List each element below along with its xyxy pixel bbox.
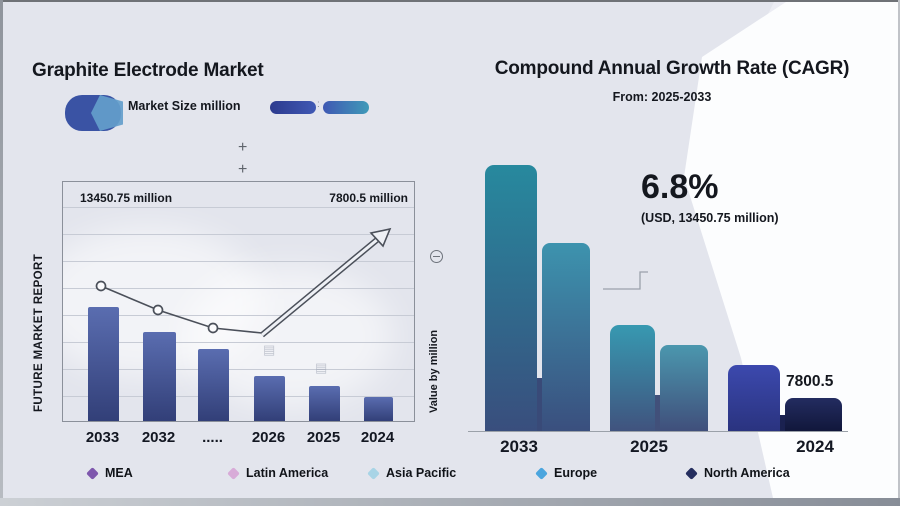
gridline xyxy=(63,315,414,316)
ratio-pill-dark xyxy=(270,101,316,114)
gridline xyxy=(63,288,414,289)
cagr-note: (USD, 13450.75 million) xyxy=(641,211,779,225)
legend-item-label: MEA xyxy=(105,466,133,480)
cagr-x-axis-label: 2025 xyxy=(630,437,668,456)
value-axis-label: Value by million xyxy=(428,329,440,413)
zoom-in-icon[interactable]: + xyxy=(238,139,248,156)
zoom-out-icon[interactable] xyxy=(430,250,443,263)
frame-left xyxy=(0,0,3,506)
x-axis-line xyxy=(468,431,848,432)
trend-line-and-arrow xyxy=(95,227,392,338)
page-title: Graphite Electrode Market xyxy=(32,60,264,81)
legend-item-label: Latin America xyxy=(246,466,329,480)
gridline xyxy=(63,369,414,370)
gridline xyxy=(63,207,414,208)
gridline xyxy=(63,234,414,235)
x-axis-label: 2033 xyxy=(85,429,120,446)
legend-diamond-icon xyxy=(685,467,698,480)
cagr-subtitle: From: 2025-2033 xyxy=(612,90,712,104)
ratio-separator: : xyxy=(317,99,320,110)
frame-top xyxy=(0,0,900,2)
legend-diamond-icon xyxy=(535,467,548,480)
legend-item-label: North America xyxy=(704,466,790,480)
x-axis-label: ..... xyxy=(202,429,223,446)
market-size-bar xyxy=(309,386,340,421)
gridline xyxy=(63,342,414,343)
x-axis-label: 2024 xyxy=(360,429,395,446)
market-size-bar xyxy=(143,332,176,421)
zoom-in-icon-2[interactable]: + xyxy=(238,161,248,178)
cagr-title: Compound Annual Growth Rate (CAGR) xyxy=(494,58,850,79)
market-size-bar xyxy=(364,397,393,421)
gridline xyxy=(63,396,414,397)
document-icon: ▤ xyxy=(263,342,276,357)
cagr-x-axis-label: 2024 xyxy=(796,437,834,456)
legend-diamond-icon xyxy=(367,467,380,480)
document-icon-2: ▤ xyxy=(315,360,328,375)
x-axis-label: 2026 xyxy=(251,429,286,446)
end-value-label: 7800.5 million xyxy=(329,191,408,205)
cagr-bar-bridge xyxy=(655,395,660,431)
cagr-value: 6.8% xyxy=(641,168,719,206)
cagr-bar-primary xyxy=(610,325,655,431)
cagr-bar-bridge xyxy=(537,378,542,431)
x-axis-label: 2025 xyxy=(306,429,341,446)
cagr-x-axis-label: 2033 xyxy=(500,437,538,456)
frame-right xyxy=(898,0,900,506)
cagr-bar-secondary xyxy=(542,243,590,431)
cagr-bar-secondary xyxy=(660,345,708,431)
market-size-bar xyxy=(254,376,285,421)
market-size-bar xyxy=(88,307,119,421)
max-value-label: 13450.75 million xyxy=(80,191,173,205)
ratio-pill-teal xyxy=(323,101,369,114)
frame-bottom xyxy=(0,498,900,506)
legend-item-label: Europe xyxy=(554,466,598,480)
watermark-vertical-text: FUTURE MARKET REPORT xyxy=(33,253,45,412)
cagr-bar-primary xyxy=(728,365,780,431)
legend-diamond-icon xyxy=(86,467,99,480)
legend-diamond-icon xyxy=(227,467,240,480)
bar-callout-value: 7800.5 xyxy=(786,373,834,390)
step-line-decoration xyxy=(603,271,648,290)
market-size-chart: 13450.75 million 7800.5 million ▤ ▤ xyxy=(62,181,415,422)
x-axis-label: 2032 xyxy=(141,429,176,446)
market-size-bar xyxy=(198,349,229,421)
series-label: Market Size million xyxy=(128,99,241,113)
cagr-bar-bridge xyxy=(780,415,785,431)
cagr-bar-primary xyxy=(485,165,537,431)
legend-item-label: Asia Pacific xyxy=(386,466,457,480)
cagr-bar-secondary xyxy=(785,398,842,431)
gridline xyxy=(63,261,414,262)
